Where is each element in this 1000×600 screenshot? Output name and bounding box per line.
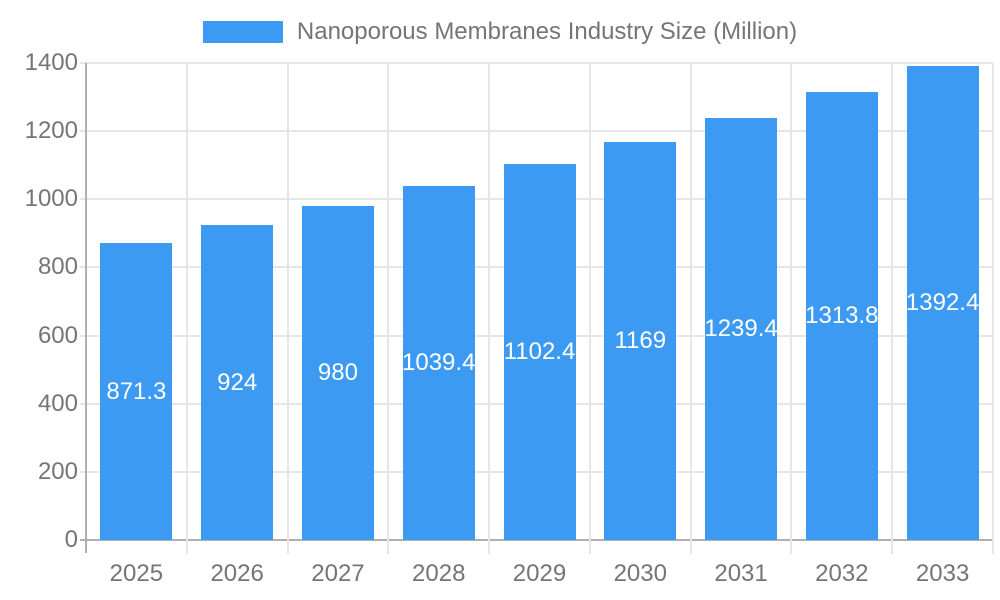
bar-value-label: 1102.4 — [503, 338, 576, 366]
x-gridline — [891, 63, 894, 554]
bar-2025[interactable] — [100, 243, 173, 540]
x-gridline — [488, 63, 491, 554]
bar-2031[interactable] — [705, 117, 778, 540]
y-axis-tick-label: 1200 — [24, 117, 78, 145]
legend-series-label[interactable]: Nanoporous Membranes Industry Size (Mill… — [296, 18, 798, 45]
y-gridline — [80, 539, 993, 541]
x-axis-tick-label: 2028 — [412, 560, 466, 587]
legend-swatch-icon — [202, 21, 283, 43]
bar-value-label: 1239.4 — [704, 314, 778, 342]
bar-2030[interactable] — [604, 141, 677, 540]
y-gridline — [80, 62, 993, 64]
y-gridline — [80, 130, 993, 133]
x-axis-tick-label: 2027 — [311, 560, 365, 587]
bar-2032[interactable] — [805, 92, 878, 540]
bar-2028[interactable] — [402, 185, 475, 540]
x-gridline — [387, 63, 390, 554]
x-axis-tick-label: 2031 — [714, 560, 768, 587]
x-axis-tick-label: 2026 — [210, 560, 264, 587]
bar-value-label: 1313.8 — [805, 302, 879, 330]
y-axis-tick-label: 200 — [37, 457, 78, 485]
x-gridline — [185, 63, 188, 554]
bar-2026[interactable] — [201, 225, 274, 540]
chart-legend: Nanoporous Membranes Industry Size (Mill… — [0, 18, 1000, 46]
x-gridline — [286, 63, 289, 554]
bar-value-label: 871.3 — [106, 377, 167, 405]
bar-value-label: 1392.4 — [905, 288, 980, 316]
y-axis-tick-label: 1000 — [24, 185, 78, 213]
x-gridline — [992, 63, 994, 554]
y-axis-line — [85, 63, 87, 553]
bar-value-label: 1039.4 — [402, 348, 476, 376]
y-axis-tick-label: 400 — [37, 389, 78, 417]
bar-2033[interactable] — [906, 65, 979, 540]
y-axis-tick-label: 800 — [37, 253, 78, 281]
bar-value-label: 980 — [317, 359, 358, 387]
bar-2029[interactable] — [503, 164, 576, 540]
x-axis-tick-label: 2025 — [109, 560, 164, 587]
y-axis-tick-label: 1400 — [24, 49, 78, 76]
bar-2027[interactable] — [301, 206, 374, 540]
x-axis-tick-label: 2033 — [915, 560, 970, 587]
bar-value-label: 1169 — [614, 326, 667, 354]
x-axis-tick-label: 2029 — [512, 560, 567, 587]
x-axis-tick-label: 2030 — [613, 560, 667, 587]
x-gridline — [588, 63, 591, 554]
x-gridline — [790, 63, 793, 554]
y-axis-tick-label: 0 — [64, 526, 78, 553]
y-axis-tick-label: 600 — [37, 321, 78, 349]
bar-value-label: 924 — [217, 368, 258, 396]
x-gridline — [689, 63, 692, 554]
x-axis-tick-label: 2032 — [815, 560, 869, 587]
